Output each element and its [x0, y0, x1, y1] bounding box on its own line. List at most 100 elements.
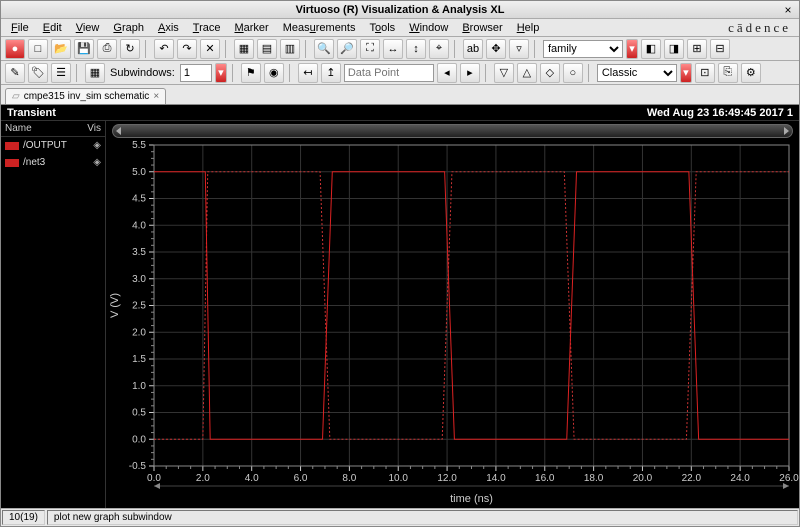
tool-tag-icon[interactable]: 🏷	[28, 63, 48, 83]
opt2-icon[interactable]: ⎘	[718, 63, 738, 83]
visibility-icon[interactable]: ◈	[93, 157, 101, 168]
layout1-icon[interactable]: ▦	[234, 39, 254, 59]
tool-wand-icon[interactable]: ✎	[5, 63, 25, 83]
svg-text:26.0: 26.0	[779, 473, 799, 484]
del-icon[interactable]: ✕	[200, 39, 220, 59]
menu-measurements[interactable]: Measurements	[277, 21, 362, 35]
new-icon[interactable]: □	[28, 39, 48, 59]
svg-text:3.5: 3.5	[132, 247, 146, 258]
separator	[225, 40, 229, 58]
content-body: Name Vis /OUTPUT ◈ /net3 ◈ 0.02.04.06.08…	[1, 121, 799, 508]
opt3-icon[interactable]: ⚙	[741, 63, 761, 83]
open-icon[interactable]: 📂	[51, 39, 71, 59]
plot-scrollbar-top[interactable]	[112, 124, 793, 138]
menu-browser[interactable]: Browser	[456, 21, 508, 35]
globe-icon[interactable]: ◉	[264, 63, 284, 83]
data-point-input[interactable]	[344, 64, 434, 82]
record-icon[interactable]: ●	[5, 39, 25, 59]
extra3-icon[interactable]: ⊞	[687, 39, 707, 59]
marker-icon[interactable]: ▿	[509, 39, 529, 59]
svg-text:20.0: 20.0	[633, 473, 653, 484]
legend-name: /OUTPUT	[23, 140, 89, 151]
legend-name: /net3	[23, 157, 89, 168]
flag-icon[interactable]: ⚑	[241, 63, 261, 83]
undo-icon[interactable]: ↶	[154, 39, 174, 59]
layout3-icon[interactable]: ▥	[280, 39, 300, 59]
separator	[454, 40, 458, 58]
plot-canvas[interactable]: 0.02.04.06.08.010.012.014.016.018.020.02…	[106, 141, 799, 508]
zoom-fit-icon[interactable]: ⛶	[360, 39, 380, 59]
legend-item[interactable]: /net3 ◈	[1, 154, 105, 171]
separator	[588, 64, 592, 82]
svg-text:-0.5: -0.5	[129, 461, 147, 472]
subwindows-label: Subwindows:	[108, 67, 177, 79]
menu-help[interactable]: Help	[511, 21, 546, 35]
svg-text:3.0: 3.0	[132, 274, 146, 285]
horiz-icon[interactable]: ↤	[298, 63, 318, 83]
subwindows-input[interactable]	[180, 64, 212, 82]
svg-text:1.0: 1.0	[132, 381, 146, 392]
zoom-y-icon[interactable]: ↕	[406, 39, 426, 59]
menu-tools[interactable]: Tools	[364, 21, 402, 35]
classic-go-icon[interactable]: ▾	[680, 63, 692, 83]
menu-view[interactable]: View	[70, 21, 106, 35]
snap-icon[interactable]: ✥	[486, 39, 506, 59]
titlebar: Virtuoso (R) Visualization & Analysis XL…	[1, 1, 799, 19]
layout2-icon[interactable]: ▤	[257, 39, 277, 59]
tab-schematic[interactable]: ▱ cmpe315 inv_sim schematic ×	[5, 88, 166, 104]
tool-grid-icon[interactable]: ▦	[85, 63, 105, 83]
svg-text:4.5: 4.5	[132, 194, 146, 205]
tabbar: ▱ cmpe315 inv_sim schematic ×	[1, 85, 799, 105]
m4-icon[interactable]: ○	[563, 63, 583, 83]
m1-icon[interactable]: ▽	[494, 63, 514, 83]
extra2-icon[interactable]: ◨	[664, 39, 684, 59]
svg-text:14.0: 14.0	[486, 473, 506, 484]
ab-icon[interactable]: ab	[463, 39, 483, 59]
menu-trace[interactable]: Trace	[187, 21, 227, 35]
menu-axis[interactable]: Axis	[152, 21, 185, 35]
refresh-icon[interactable]: ↻	[120, 39, 140, 59]
prev-icon[interactable]: ◂	[437, 63, 457, 83]
svg-text:2.5: 2.5	[132, 301, 146, 312]
m3-icon[interactable]: ◇	[540, 63, 560, 83]
separator	[145, 40, 149, 58]
svg-text:24.0: 24.0	[730, 473, 750, 484]
svg-text:V (V): V (V)	[109, 293, 121, 318]
extra1-icon[interactable]: ◧	[641, 39, 661, 59]
legend-item[interactable]: /OUTPUT ◈	[1, 137, 105, 154]
svg-text:16.0: 16.0	[535, 473, 555, 484]
svg-text:5.0: 5.0	[132, 167, 146, 178]
zoom-in-icon[interactable]: 🔍	[314, 39, 334, 59]
menu-edit[interactable]: Edit	[37, 21, 68, 35]
close-icon[interactable]: ×	[781, 3, 795, 17]
extra4-icon[interactable]: ⊟	[710, 39, 730, 59]
menu-file[interactable]: File	[5, 21, 35, 35]
svg-text:12.0: 12.0	[437, 473, 457, 484]
toolbar-2: ✎ 🏷 ☰ ▦ Subwindows: ▾ ⚑ ◉ ↤ ↥ ◂ ▸ ▽ △ ◇ …	[1, 61, 799, 85]
legend-col-vis: Vis	[87, 123, 101, 134]
menu-marker[interactable]: Marker	[228, 21, 274, 35]
opt1-icon[interactable]: ⊡	[695, 63, 715, 83]
zoom-out-icon[interactable]: 🔎	[337, 39, 357, 59]
menu-window[interactable]: Window	[403, 21, 454, 35]
subwindow-go-icon[interactable]: ▾	[215, 63, 227, 83]
svg-text:4.0: 4.0	[132, 220, 146, 231]
family-go-icon[interactable]: ▾	[626, 39, 638, 59]
legend-swatch	[5, 159, 19, 167]
analysis-type: Transient	[7, 107, 56, 119]
classic-select[interactable]: Classic	[597, 64, 677, 82]
family-select[interactable]: family	[543, 40, 623, 58]
next-icon[interactable]: ▸	[460, 63, 480, 83]
vert-icon[interactable]: ↥	[321, 63, 341, 83]
tab-close-icon[interactable]: ×	[153, 91, 159, 102]
visibility-icon[interactable]: ◈	[93, 140, 101, 151]
tool-list-icon[interactable]: ☰	[51, 63, 71, 83]
menu-graph[interactable]: Graph	[107, 21, 150, 35]
zoom-x-icon[interactable]: ↔	[383, 39, 403, 59]
save-icon[interactable]: 💾	[74, 39, 94, 59]
redo-icon[interactable]: ↷	[177, 39, 197, 59]
m2-icon[interactable]: △	[517, 63, 537, 83]
print-icon[interactable]: ⎙	[97, 39, 117, 59]
status-msg: plot new graph subwindow	[47, 510, 798, 525]
zoom-pt-icon[interactable]: ⌖	[429, 39, 449, 59]
